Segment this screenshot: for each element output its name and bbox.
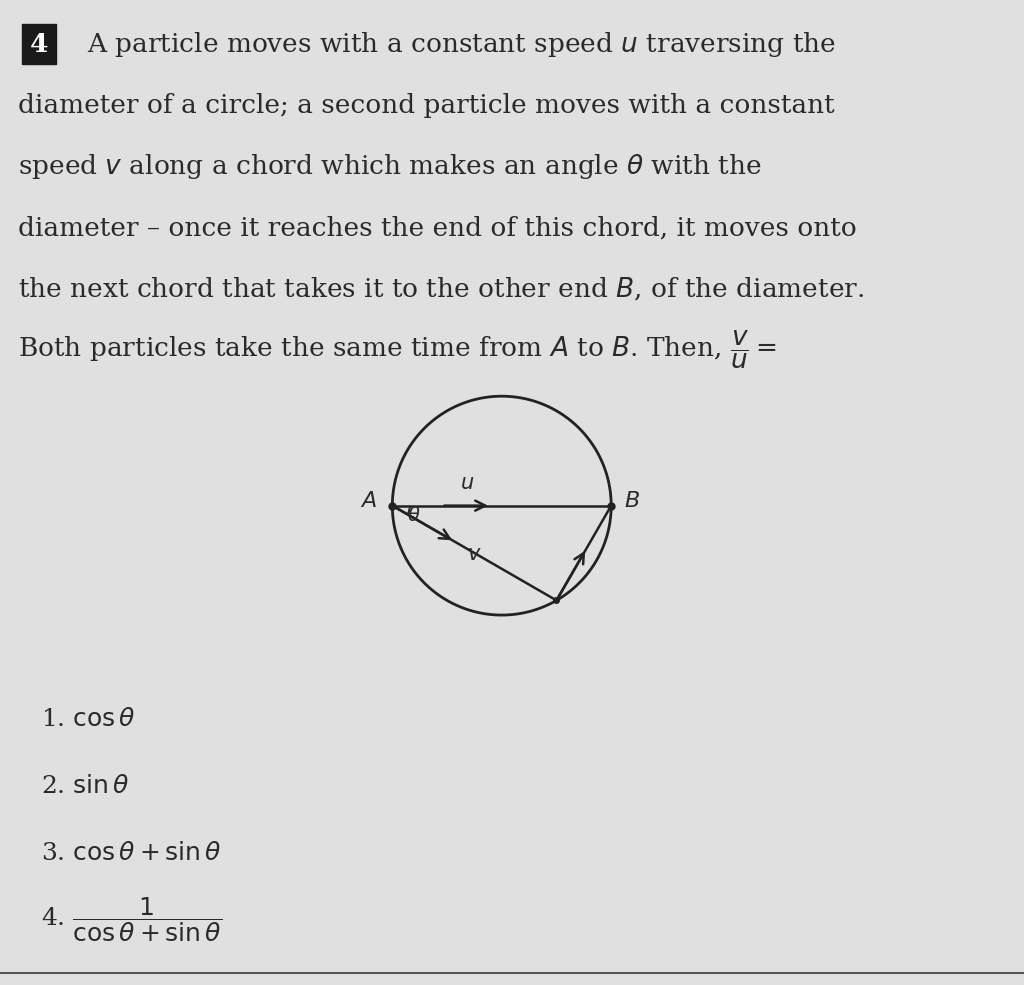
Text: diameter of a circle; a second particle moves with a constant: diameter of a circle; a second particle … bbox=[18, 93, 835, 118]
Text: diameter – once it reaches the end of this chord, it moves onto: diameter – once it reaches the end of th… bbox=[18, 215, 857, 240]
Text: $v$: $v$ bbox=[467, 545, 481, 563]
Text: the next chord that takes it to the other end $B$, of the diameter.: the next chord that takes it to the othe… bbox=[18, 275, 864, 302]
Text: 3. $\cos\theta + \sin\theta$: 3. $\cos\theta + \sin\theta$ bbox=[41, 841, 221, 865]
Text: speed $v$ along a chord which makes an angle $\theta$ with the: speed $v$ along a chord which makes an a… bbox=[18, 152, 762, 181]
Text: A particle moves with a constant speed $u$ traversing the: A particle moves with a constant speed $… bbox=[87, 30, 836, 59]
Text: $A$: $A$ bbox=[360, 491, 377, 512]
Text: $\theta$: $\theta$ bbox=[408, 506, 421, 525]
Text: $B$: $B$ bbox=[625, 491, 640, 512]
Text: 4. $\dfrac{1}{\cos\theta + \sin\theta}$: 4. $\dfrac{1}{\cos\theta + \sin\theta}$ bbox=[41, 895, 222, 945]
Text: 4: 4 bbox=[30, 32, 48, 57]
Text: $u$: $u$ bbox=[460, 474, 474, 493]
Text: Both particles take the same time from $A$ to $B$. Then, $\dfrac{v}{u} =$: Both particles take the same time from $… bbox=[18, 329, 777, 370]
Text: 1. $\cos\theta$: 1. $\cos\theta$ bbox=[41, 707, 136, 731]
Text: 2. $\sin\theta$: 2. $\sin\theta$ bbox=[41, 774, 129, 798]
